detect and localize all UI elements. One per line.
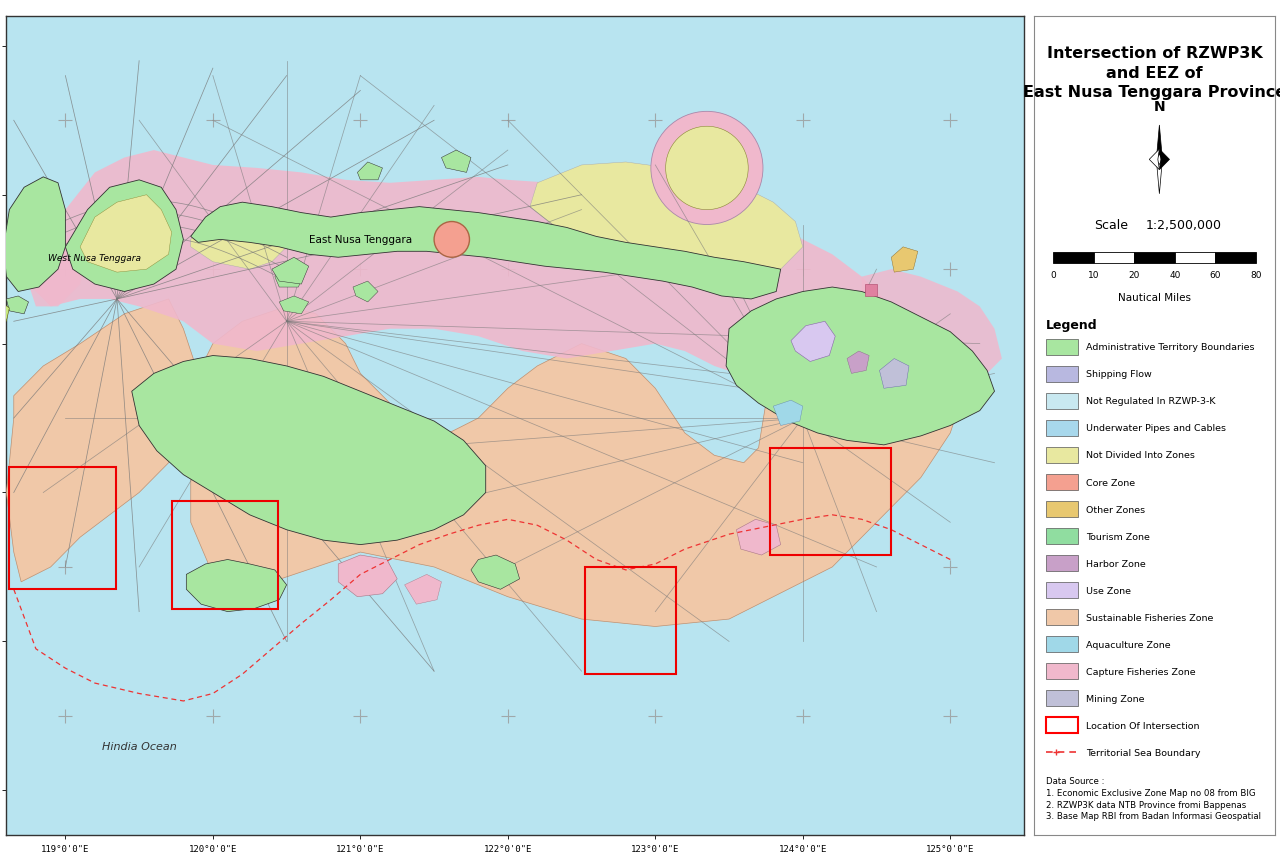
Text: Administrative Territory Boundaries: Administrative Territory Boundaries (1085, 343, 1254, 352)
Text: Use Zone: Use Zone (1085, 586, 1132, 595)
Text: West Nusa Tenggara: West Nusa Tenggara (47, 253, 141, 262)
Text: Scale: Scale (1094, 219, 1129, 232)
Polygon shape (353, 282, 378, 302)
Text: 80: 80 (1249, 271, 1261, 279)
Bar (1046, 501, 1078, 518)
Polygon shape (81, 195, 172, 273)
Text: Location Of Intersection: Location Of Intersection (1085, 721, 1199, 730)
Bar (9, 468, 115, 590)
Circle shape (652, 112, 763, 225)
Bar (1134, 252, 1175, 264)
Polygon shape (132, 356, 485, 545)
Polygon shape (1156, 126, 1162, 160)
Text: Mining Zone: Mining Zone (1085, 694, 1144, 703)
Polygon shape (1156, 160, 1162, 194)
Polygon shape (1160, 150, 1170, 170)
Polygon shape (4, 178, 65, 292)
Polygon shape (28, 151, 891, 389)
Polygon shape (338, 556, 397, 597)
Text: Nautical Miles: Nautical Miles (1117, 293, 1192, 302)
Bar (1046, 528, 1078, 544)
Text: Territorial Sea Boundary: Territorial Sea Boundary (1085, 748, 1201, 757)
Text: N: N (1153, 100, 1165, 113)
Text: Capture Fisheries Zone: Capture Fisheries Zone (1085, 667, 1196, 676)
Bar (1053, 252, 1094, 264)
Polygon shape (773, 400, 803, 426)
Polygon shape (891, 248, 918, 273)
Polygon shape (279, 296, 308, 314)
Text: 0: 0 (1051, 271, 1056, 279)
Bar (1175, 252, 1215, 264)
Bar (1046, 366, 1078, 383)
Text: Aquaculture Zone: Aquaculture Zone (1085, 640, 1171, 649)
Polygon shape (879, 359, 909, 389)
Polygon shape (191, 210, 287, 270)
Text: Legend: Legend (1046, 319, 1098, 332)
Circle shape (434, 222, 470, 258)
Polygon shape (0, 302, 9, 322)
Circle shape (666, 127, 749, 210)
Text: Not Divided Into Zones: Not Divided Into Zones (1085, 451, 1194, 460)
Polygon shape (1149, 150, 1160, 170)
Text: Shipping Flow: Shipping Flow (1085, 370, 1152, 379)
Bar (1046, 582, 1078, 599)
Polygon shape (275, 267, 305, 288)
Bar (1046, 663, 1078, 680)
Text: Core Zone: Core Zone (1085, 478, 1135, 487)
Bar (771, 448, 891, 556)
Bar (865, 285, 877, 296)
Text: Hindia Ocean: Hindia Ocean (101, 740, 177, 751)
Text: Sustainable Fisheries Zone: Sustainable Fisheries Zone (1085, 613, 1213, 622)
Polygon shape (404, 575, 442, 604)
Text: 1:2,500,000: 1:2,500,000 (1146, 219, 1221, 232)
Polygon shape (736, 520, 781, 556)
Bar (1046, 420, 1078, 436)
Polygon shape (471, 556, 520, 590)
Bar (1046, 394, 1078, 410)
Text: 40: 40 (1169, 271, 1180, 279)
Text: 60: 60 (1210, 271, 1221, 279)
Polygon shape (726, 288, 995, 446)
Polygon shape (191, 307, 965, 627)
Text: Harbor Zone: Harbor Zone (1085, 559, 1146, 568)
Polygon shape (861, 270, 1002, 396)
Bar (1046, 475, 1078, 491)
Text: 20: 20 (1129, 271, 1140, 279)
Bar (172, 502, 278, 609)
Bar (1046, 717, 1078, 734)
Text: Tourism Zone: Tourism Zone (1085, 532, 1149, 541)
Text: Other Zones: Other Zones (1085, 505, 1146, 514)
Text: 10: 10 (1088, 271, 1100, 279)
Bar (1046, 609, 1078, 625)
Polygon shape (6, 296, 28, 314)
Bar (1046, 636, 1078, 653)
Text: Underwater Pipes and Cables: Underwater Pipes and Cables (1085, 424, 1226, 433)
Polygon shape (191, 203, 781, 300)
Text: Data Source :
1. Economic Exclusive Zone Map no 08 from BIG
2. RZWP3K data NTB P: Data Source : 1. Economic Exclusive Zone… (1046, 776, 1261, 820)
Bar (1046, 556, 1078, 572)
Polygon shape (28, 240, 87, 307)
Bar (585, 567, 676, 674)
Polygon shape (6, 300, 198, 582)
Polygon shape (530, 163, 803, 277)
Polygon shape (847, 352, 869, 374)
Polygon shape (271, 258, 308, 285)
Text: Intersection of RZWP3K
and EEZ of
East Nusa Tenggara Province: Intersection of RZWP3K and EEZ of East N… (1023, 46, 1280, 101)
Text: East Nusa Tenggara: East Nusa Tenggara (308, 235, 412, 245)
Bar (1046, 339, 1078, 355)
Polygon shape (357, 163, 383, 181)
Bar (1046, 447, 1078, 463)
Bar (1215, 252, 1256, 264)
Bar (1094, 252, 1134, 264)
Text: Not Regulated In RZWP-3-K: Not Regulated In RZWP-3-K (1085, 397, 1216, 406)
Bar (1046, 690, 1078, 706)
Polygon shape (442, 151, 471, 173)
Polygon shape (791, 322, 836, 362)
Polygon shape (65, 181, 183, 292)
Polygon shape (187, 560, 287, 612)
